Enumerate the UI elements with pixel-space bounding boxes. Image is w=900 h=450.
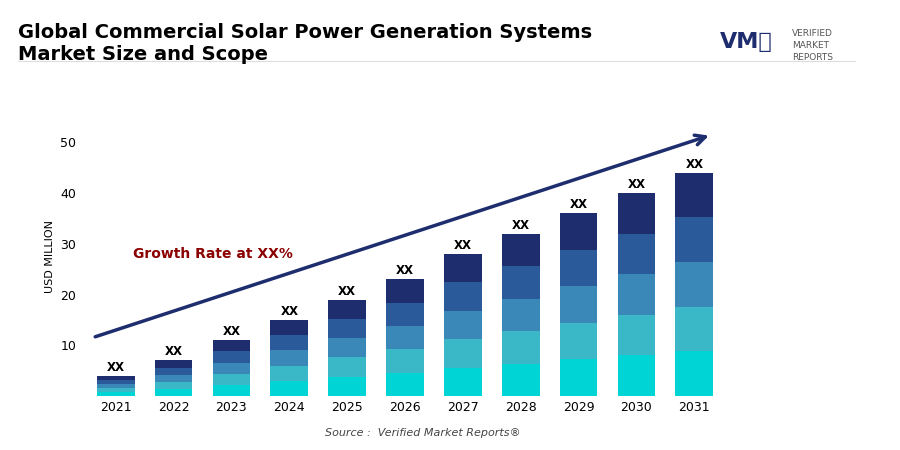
Bar <box>617 193 655 234</box>
Bar <box>502 234 539 266</box>
Text: Source :  Verified Market Reports®: Source : Verified Market Reports® <box>325 428 521 438</box>
Bar <box>97 392 134 396</box>
Text: XX: XX <box>512 219 530 232</box>
Text: XX: XX <box>396 264 414 277</box>
Text: XX: XX <box>222 325 240 338</box>
Bar <box>386 373 424 396</box>
Bar <box>560 323 598 360</box>
Bar <box>444 282 482 311</box>
Bar <box>444 311 482 339</box>
Bar <box>560 360 598 396</box>
Bar <box>212 385 250 396</box>
Y-axis label: USD MILLION: USD MILLION <box>45 220 55 293</box>
Bar <box>617 356 655 396</box>
Bar <box>97 384 134 388</box>
Bar <box>155 375 193 382</box>
Text: Growth Rate at XX%: Growth Rate at XX% <box>133 247 292 261</box>
Bar <box>676 262 713 307</box>
Bar <box>617 274 655 315</box>
Bar <box>676 173 713 217</box>
Bar <box>155 368 193 375</box>
Bar <box>155 360 193 368</box>
Text: Global Commercial Solar Power Generation Systems
Market Size and Scope: Global Commercial Solar Power Generation… <box>18 22 592 63</box>
Bar <box>560 250 598 287</box>
Bar <box>617 234 655 274</box>
Bar <box>271 320 308 335</box>
Bar <box>97 388 134 392</box>
Bar <box>328 300 366 319</box>
Bar <box>502 331 539 364</box>
Bar <box>502 266 539 299</box>
Bar <box>560 287 598 323</box>
Bar <box>271 351 308 365</box>
Bar <box>502 364 539 396</box>
Bar <box>676 307 713 351</box>
Bar <box>271 381 308 396</box>
Text: XX: XX <box>454 239 472 252</box>
Bar <box>386 303 424 326</box>
Bar <box>212 351 250 363</box>
Text: XX: XX <box>107 361 125 374</box>
Bar <box>676 217 713 262</box>
Text: VERIFIED
MARKET
REPORTS: VERIFIED MARKET REPORTS <box>792 29 833 62</box>
Bar <box>328 319 366 338</box>
Bar <box>212 363 250 374</box>
Bar <box>444 368 482 396</box>
Bar <box>444 339 482 368</box>
Bar <box>328 338 366 357</box>
Bar <box>386 326 424 349</box>
Bar <box>155 389 193 396</box>
Text: XX: XX <box>570 198 588 211</box>
Text: XX: XX <box>685 158 703 171</box>
Bar <box>97 380 134 384</box>
Bar <box>328 357 366 377</box>
Bar <box>271 335 308 351</box>
Text: XX: XX <box>627 178 645 191</box>
Bar <box>502 299 539 331</box>
Bar <box>617 315 655 356</box>
Text: XX: XX <box>165 346 183 359</box>
Bar <box>155 382 193 389</box>
Bar <box>560 213 598 250</box>
Bar <box>97 376 134 380</box>
Bar <box>386 279 424 303</box>
Bar <box>212 374 250 385</box>
Text: XX: XX <box>338 284 356 297</box>
Text: XX: XX <box>280 305 298 318</box>
Bar <box>212 340 250 351</box>
Bar <box>676 351 713 396</box>
Bar <box>444 254 482 282</box>
Bar <box>328 377 366 396</box>
Text: VMⓇ: VMⓇ <box>720 32 773 51</box>
Bar <box>271 365 308 381</box>
Bar <box>386 349 424 373</box>
